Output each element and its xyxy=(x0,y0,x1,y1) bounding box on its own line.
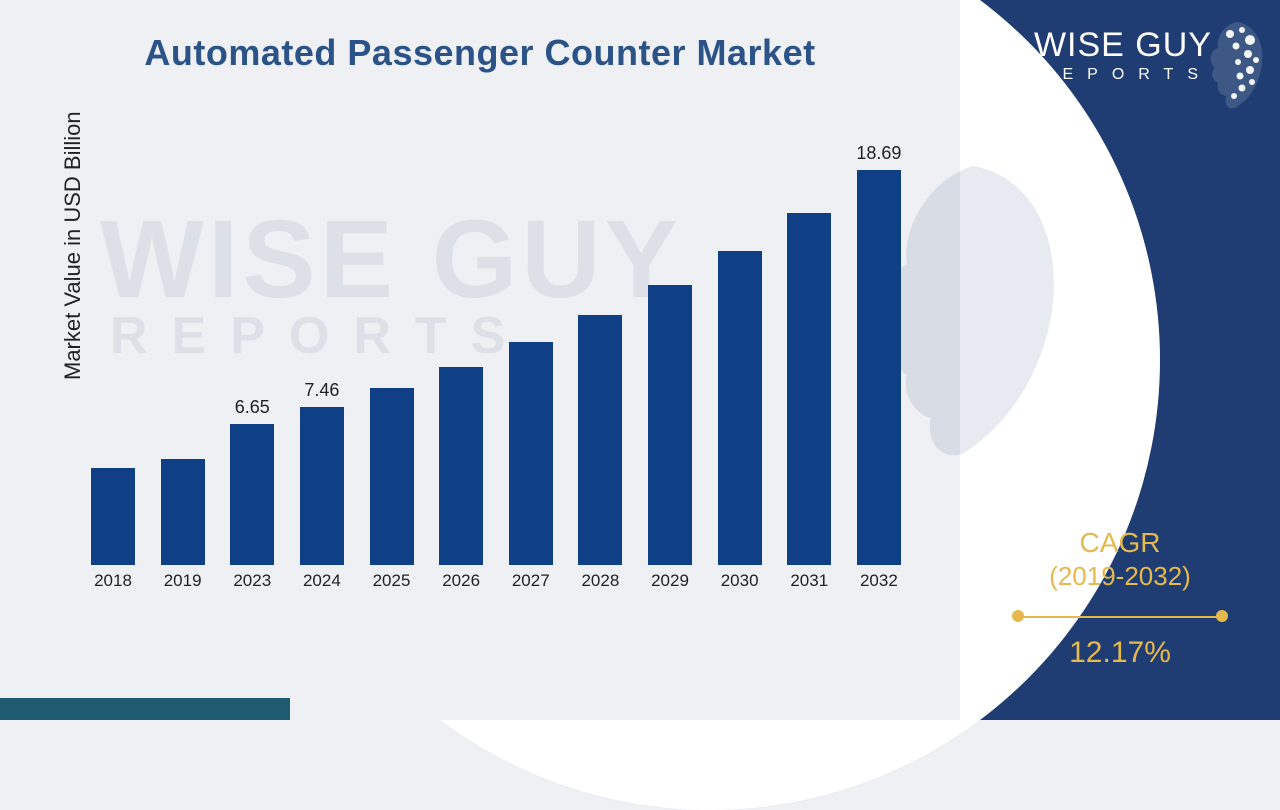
x-tick-label: 2024 xyxy=(295,571,349,591)
x-tick-label: 2023 xyxy=(225,571,279,591)
logo-line2: REPORTS xyxy=(1034,66,1212,84)
bar xyxy=(787,213,831,565)
bar-col-2029 xyxy=(643,285,697,565)
cagr-value: 12.17% xyxy=(1000,636,1240,670)
cagr-divider xyxy=(1018,610,1222,622)
bar-value-label: 18.69 xyxy=(856,143,901,164)
bar xyxy=(91,468,135,565)
cagr-dot-left xyxy=(1012,610,1024,622)
bar xyxy=(300,407,344,565)
bar xyxy=(439,367,483,565)
x-tick-label: 2031 xyxy=(782,571,836,591)
footer-accent-bar xyxy=(0,698,290,720)
bar xyxy=(509,342,553,565)
cagr-title: CAGR xyxy=(1000,527,1240,559)
bar-col-2018 xyxy=(86,468,140,565)
chart-plot-area: 6.657.4618.69 20182019202320242025202620… xyxy=(86,155,906,585)
bar-value-label: 6.65 xyxy=(235,397,270,418)
bar xyxy=(718,251,762,565)
bar-col-2027 xyxy=(504,342,558,565)
bar-col-2025 xyxy=(365,388,419,565)
bar-col-2026 xyxy=(434,367,488,565)
x-tick-label: 2032 xyxy=(852,571,906,591)
x-tick-label: 2027 xyxy=(504,571,558,591)
cagr-block: CAGR (2019-2032) 12.17% xyxy=(1000,527,1240,670)
x-tick-label: 2028 xyxy=(573,571,627,591)
logo-line1: WISE GUY xyxy=(1034,28,1212,62)
bar xyxy=(578,315,622,565)
x-tick-label: 2018 xyxy=(86,571,140,591)
chart-title: Automated Passenger Counter Market xyxy=(0,32,960,74)
cagr-range: (2019-2032) xyxy=(1000,561,1240,592)
y-axis-label: Market Value in USD Billion xyxy=(60,111,86,380)
bar-value-label: 7.46 xyxy=(304,380,339,401)
bar xyxy=(857,170,901,565)
x-tick-label: 2025 xyxy=(365,571,419,591)
x-tick-label: 2026 xyxy=(434,571,488,591)
bar-col-2024: 7.46 xyxy=(295,407,349,565)
bar xyxy=(230,424,274,565)
bar-col-2028 xyxy=(573,315,627,565)
bar-col-2023: 6.65 xyxy=(225,424,279,565)
bar xyxy=(648,285,692,565)
x-tick-label: 2030 xyxy=(713,571,767,591)
bars-container: 6.65 7.46 18.69 xyxy=(86,155,906,565)
x-tick-label: 2029 xyxy=(643,571,697,591)
bar-col-2019 xyxy=(156,459,210,565)
bar xyxy=(161,459,205,565)
bar-col-2032: 18.69 xyxy=(852,170,906,565)
x-tick-label: 2019 xyxy=(156,571,210,591)
logo-head-icon xyxy=(1196,20,1266,110)
x-axis-labels: 2018 2019 2023 2024 2025 2026 2027 2028 2029 2030… xyxy=(86,571,906,591)
cagr-dot-right xyxy=(1216,610,1228,622)
bar xyxy=(370,388,414,565)
page-root: WISE GUY REPORTS Automated Passenger Cou… xyxy=(0,0,1280,720)
brand-logo: WISE GUY REPORTS xyxy=(1034,28,1212,84)
bar-col-2031 xyxy=(782,213,836,565)
bar-col-2030 xyxy=(713,251,767,565)
